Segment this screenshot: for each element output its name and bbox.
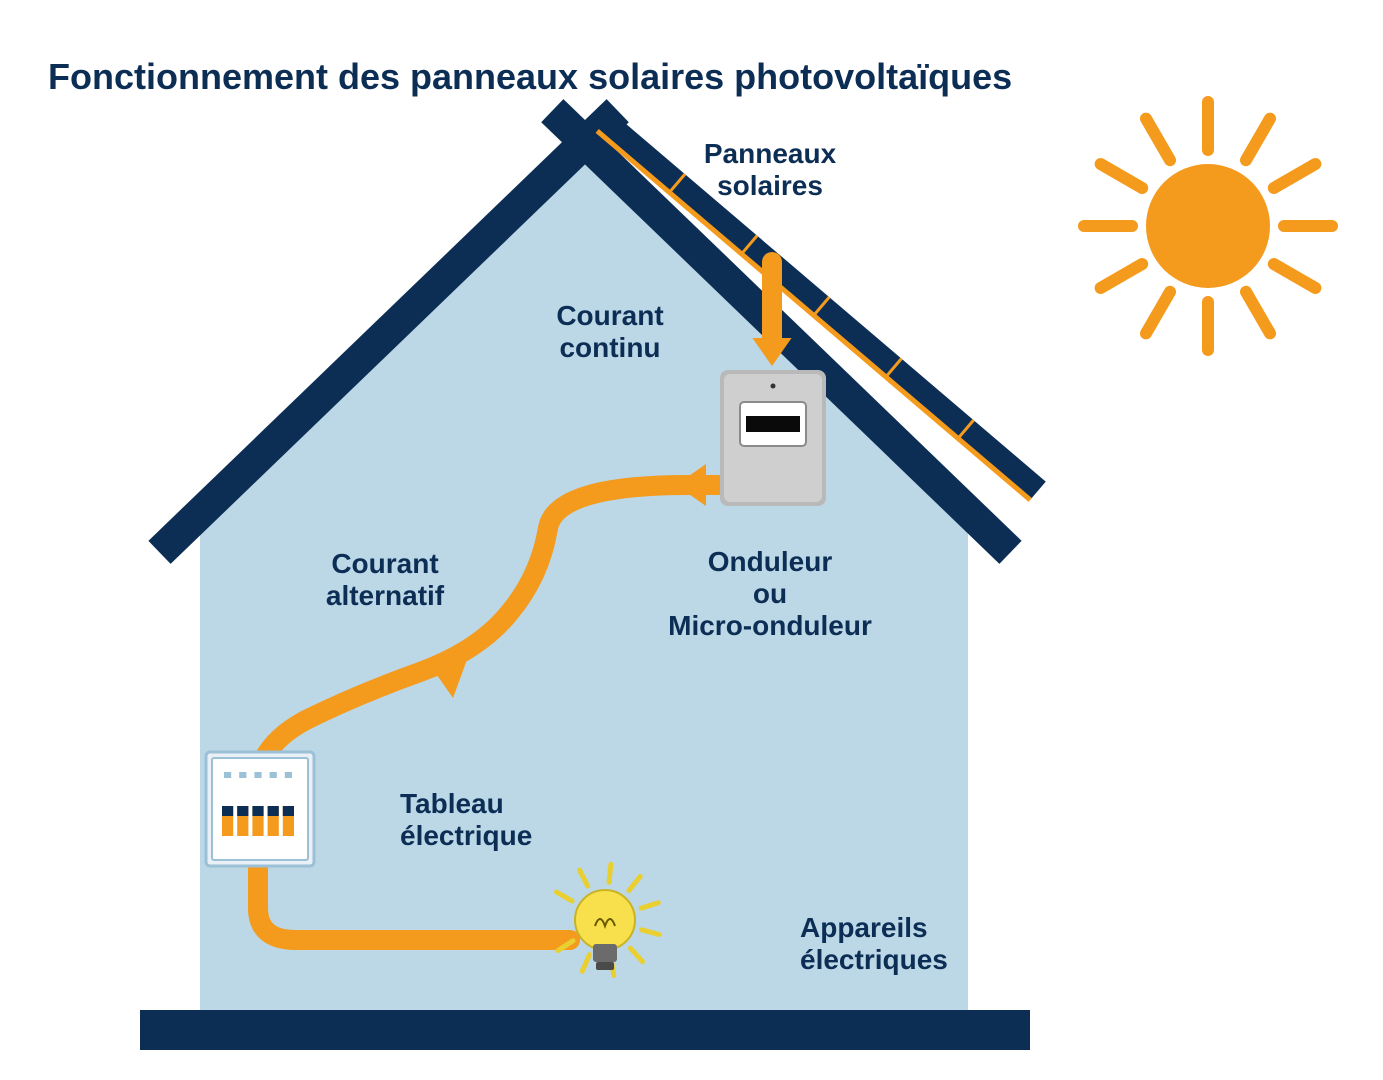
- diagram-svg: [0, 0, 1383, 1080]
- diagram-title: Fonctionnement des panneaux solaires pho…: [48, 56, 1012, 98]
- label-electrical-board: Tableauélectrique: [400, 788, 532, 852]
- diagram-canvas: Fonctionnement des panneaux solaires pho…: [0, 0, 1383, 1080]
- label-inverter: OnduleurouMicro-onduleur: [668, 546, 872, 643]
- label-solar-panels: Panneauxsolaires: [704, 138, 836, 202]
- label-ac-current: Courantalternatif: [326, 548, 444, 612]
- label-dc-current: Courantcontinu: [556, 300, 663, 364]
- label-devices: Appareilsélectriques: [800, 912, 948, 976]
